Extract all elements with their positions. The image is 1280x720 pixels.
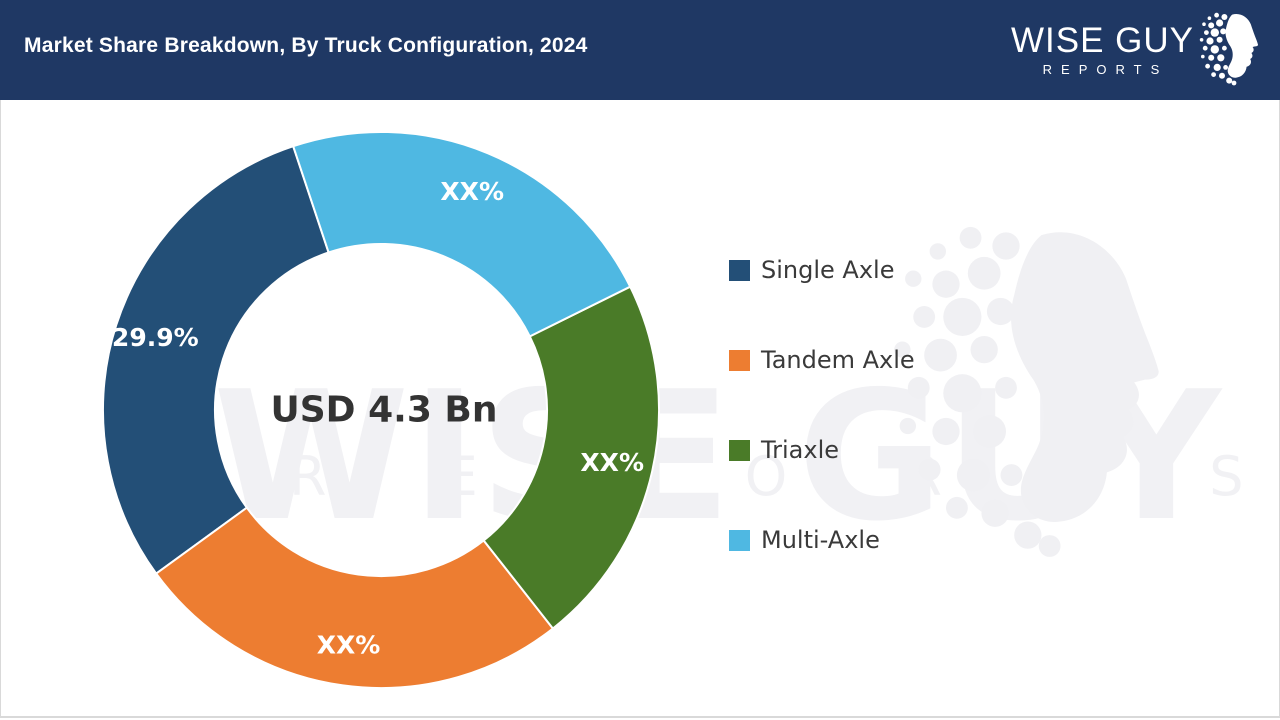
slice-label-tandem-axle: XX% — [317, 630, 381, 659]
legend-label-single-axle: Single Axle — [761, 256, 895, 285]
legend-swatch-tandem-axle — [729, 350, 750, 371]
legend-item-multi-axle: Multi-Axle — [729, 526, 915, 555]
legend-swatch-single-axle — [729, 260, 750, 281]
chart-title: Market Share Breakdown, By Truck Configu… — [24, 34, 588, 57]
logo-face-icon — [1199, 12, 1258, 86]
legend-label-triaxle: Triaxle — [761, 436, 840, 465]
legend-swatch-triaxle — [729, 440, 750, 461]
background-watermark-face — [894, 226, 1159, 557]
logo-subtitle: REPORTS — [1042, 61, 1169, 77]
slice-label-triaxle: XX% — [580, 448, 644, 477]
legend-item-tandem-axle: Tandem Axle — [729, 346, 915, 375]
legend-item-single-axle: Single Axle — [729, 256, 915, 285]
chart-legend: Single Axle Tandem Axle Triaxle Multi-Ax… — [729, 256, 915, 555]
slice-single-axle — [101, 144, 330, 575]
slice-multi-axle — [291, 131, 632, 338]
slice-label-single-axle: 29.9% — [112, 323, 199, 352]
slice-triaxle — [482, 285, 660, 630]
report-header: Market Share Breakdown, By Truck Configu… — [0, 0, 1280, 100]
legend-label-multi-axle: Multi-Axle — [761, 526, 880, 555]
market-value-label: USD 4.3 Bn — [270, 389, 498, 431]
slice-tandem-axle — [154, 506, 555, 689]
logo-wordmark: WISE GUY — [1010, 21, 1194, 61]
legend-label-tandem-axle: Tandem Axle — [761, 346, 915, 375]
chart-canvas: WISE GUY R E P O R T S 29.9% XX% XX% XX% US… — [0, 100, 1280, 718]
slice-label-multi-axle: XX% — [440, 177, 504, 206]
legend-swatch-multi-axle — [729, 530, 750, 551]
legend-item-triaxle: Triaxle — [729, 436, 915, 465]
wise-guy-reports-logo: WISE GUY REPORTS — [1011, 8, 1264, 92]
donut-chart: 29.9% XX% XX% XX% — [101, 131, 660, 689]
